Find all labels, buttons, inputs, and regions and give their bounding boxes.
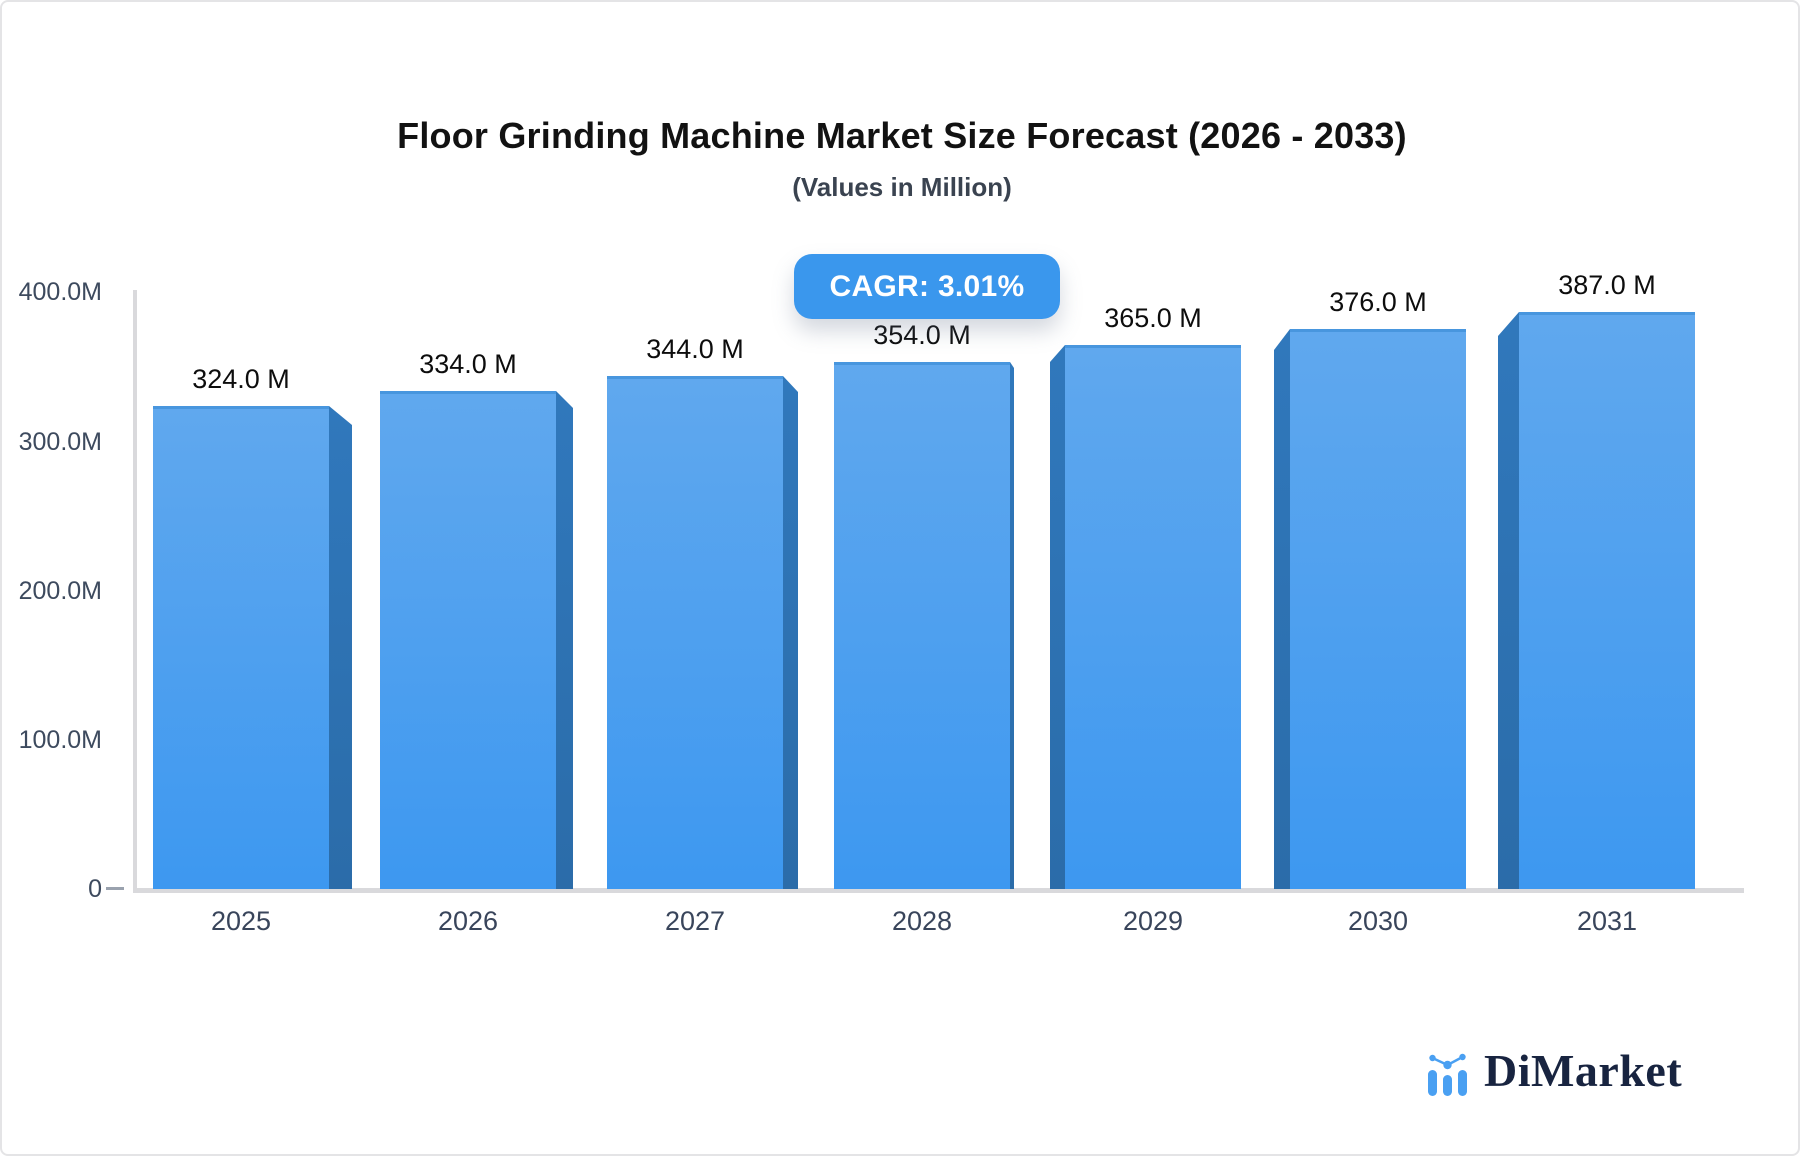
brand-logo-text: DiMarket <box>1484 1044 1683 1096</box>
y-axis-line <box>133 290 137 891</box>
bar-top-edge <box>153 406 329 409</box>
bar-value-label: 387.0 M <box>1558 270 1656 300</box>
bar-value-label: 365.0 M <box>1104 303 1202 333</box>
bar-2030[interactable] <box>1290 329 1466 889</box>
bar-value-label: 344.0 M <box>646 334 744 364</box>
bar-side-2031 <box>1498 312 1519 889</box>
bar-side-2027 <box>783 376 798 889</box>
bar-2031[interactable] <box>1519 312 1695 889</box>
bar-top-edge <box>607 376 783 379</box>
x-tick-label: 2028 <box>891 906 953 936</box>
zero-tick-mark <box>106 887 124 890</box>
bar-top-edge <box>380 391 556 394</box>
bar-2029[interactable] <box>1065 345 1241 889</box>
x-tick-label: 2026 <box>437 906 499 936</box>
bar-value-label: 334.0 M <box>419 349 517 379</box>
y-tick-100: 100.0M <box>18 726 102 754</box>
bar-top-edge <box>834 362 1010 365</box>
bar-value-label: 324.0 M <box>192 364 290 394</box>
chart-title: Floor Grinding Machine Market Size Forec… <box>397 115 1407 156</box>
bar-2026[interactable] <box>380 391 556 889</box>
bar-top-edge <box>1290 329 1466 332</box>
bar-2025[interactable] <box>153 406 329 889</box>
y-tick-0: 0 <box>88 875 102 903</box>
x-tick-label: 2029 <box>1122 906 1184 936</box>
bar-value-label: 376.0 M <box>1329 287 1427 317</box>
cagr-badge: CAGR: 3.01% <box>794 254 1060 319</box>
bar-side-2030 <box>1274 329 1290 889</box>
x-tick-label: 2031 <box>1576 906 1638 936</box>
bar-side-2029 <box>1050 345 1065 889</box>
bar-side-2025 <box>329 406 352 889</box>
bar-2028[interactable] <box>834 362 1010 889</box>
y-tick-300: 300.0M <box>18 428 102 456</box>
bar-top-edge <box>1065 345 1241 348</box>
bar-side-2028 <box>1010 362 1014 889</box>
bar-chart-logo-icon <box>1428 1053 1467 1096</box>
x-tick-label: 2030 <box>1347 906 1409 936</box>
bar-2027[interactable] <box>607 376 783 889</box>
bar-value-label: 354.0 M <box>873 320 971 350</box>
bar-side-2026 <box>556 391 573 889</box>
x-axis-line <box>133 888 1744 893</box>
brand-logo: DiMarket <box>1424 1042 1682 1098</box>
bar-top-edge <box>1519 312 1695 315</box>
chart-subtitle: (Values in Million) <box>792 172 1012 202</box>
x-tick-label: 2027 <box>664 906 726 936</box>
x-tick-label: 2025 <box>210 906 272 936</box>
y-tick-400: 400.0M <box>18 278 102 306</box>
y-tick-200: 200.0M <box>18 577 102 605</box>
cagr-badge-label: CAGR: 3.01% <box>829 269 1025 303</box>
